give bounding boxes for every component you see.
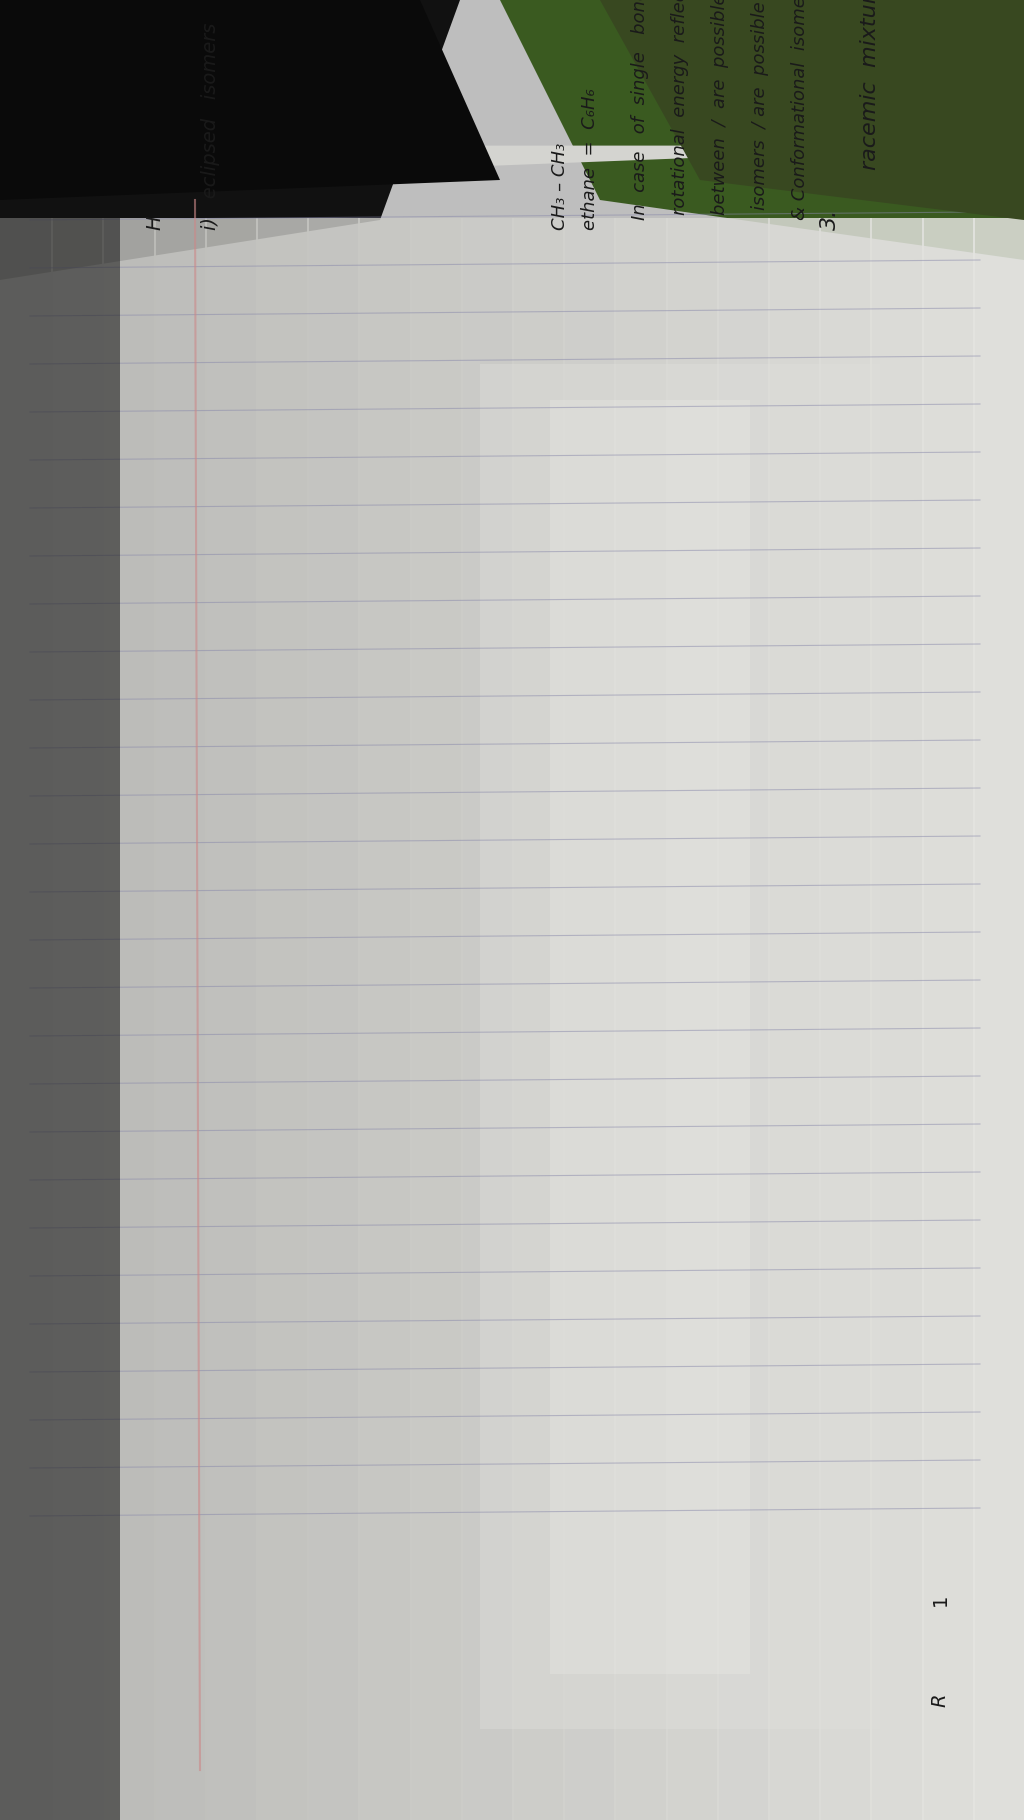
Polygon shape <box>500 0 1024 260</box>
Text: H: H <box>145 215 165 229</box>
Text: & Conformational  isomersms →  where  interconversion: & Conformational isomersms → where inter… <box>791 0 809 220</box>
Bar <box>666 218 719 1820</box>
Bar <box>563 218 616 1820</box>
Polygon shape <box>600 0 1024 220</box>
Bar <box>0 218 53 1820</box>
Bar <box>870 218 924 1820</box>
Bar <box>512 218 565 1820</box>
Bar <box>154 218 207 1820</box>
Text: between  /  are  possible   by   single   bonds: between / are possible by single bonds <box>711 0 729 215</box>
Polygon shape <box>0 0 460 280</box>
Bar <box>717 218 770 1820</box>
Text: R: R <box>931 1693 949 1707</box>
Bar <box>358 218 412 1820</box>
Bar <box>922 218 975 1820</box>
Bar <box>614 218 668 1820</box>
Text: 3.: 3. <box>820 209 840 229</box>
Bar <box>973 218 1024 1820</box>
Bar <box>51 218 104 1820</box>
Bar <box>307 218 360 1820</box>
Text: rotational  energy  reflecting  act  as  single: rotational energy reflecting act as sing… <box>671 0 689 215</box>
Polygon shape <box>0 0 500 200</box>
Text: ethane  =  C₆H₆: ethane = C₆H₆ <box>581 87 599 229</box>
Bar <box>819 218 872 1820</box>
Bar <box>410 218 463 1820</box>
Text: In  case   of  single   bond   rotation .: In case of single bond rotation . <box>631 0 649 220</box>
Polygon shape <box>0 0 120 1820</box>
Bar <box>768 218 821 1820</box>
Bar <box>102 218 156 1820</box>
Text: CH₃ – CH₃: CH₃ – CH₃ <box>551 142 569 229</box>
Text: 1: 1 <box>931 1594 949 1607</box>
Text: isomers  / are  possible   by   rotations: isomers / are possible by rotations <box>751 0 769 209</box>
Bar <box>480 364 880 1729</box>
Text: i)   eclipsed   isomers: i) eclipsed isomers <box>201 22 219 229</box>
Text: racemic  mixture.: racemic mixture. <box>860 0 880 169</box>
Bar <box>205 218 258 1820</box>
Bar <box>256 218 309 1820</box>
Polygon shape <box>0 146 1024 186</box>
Bar <box>550 400 750 1674</box>
Bar <box>461 218 514 1820</box>
